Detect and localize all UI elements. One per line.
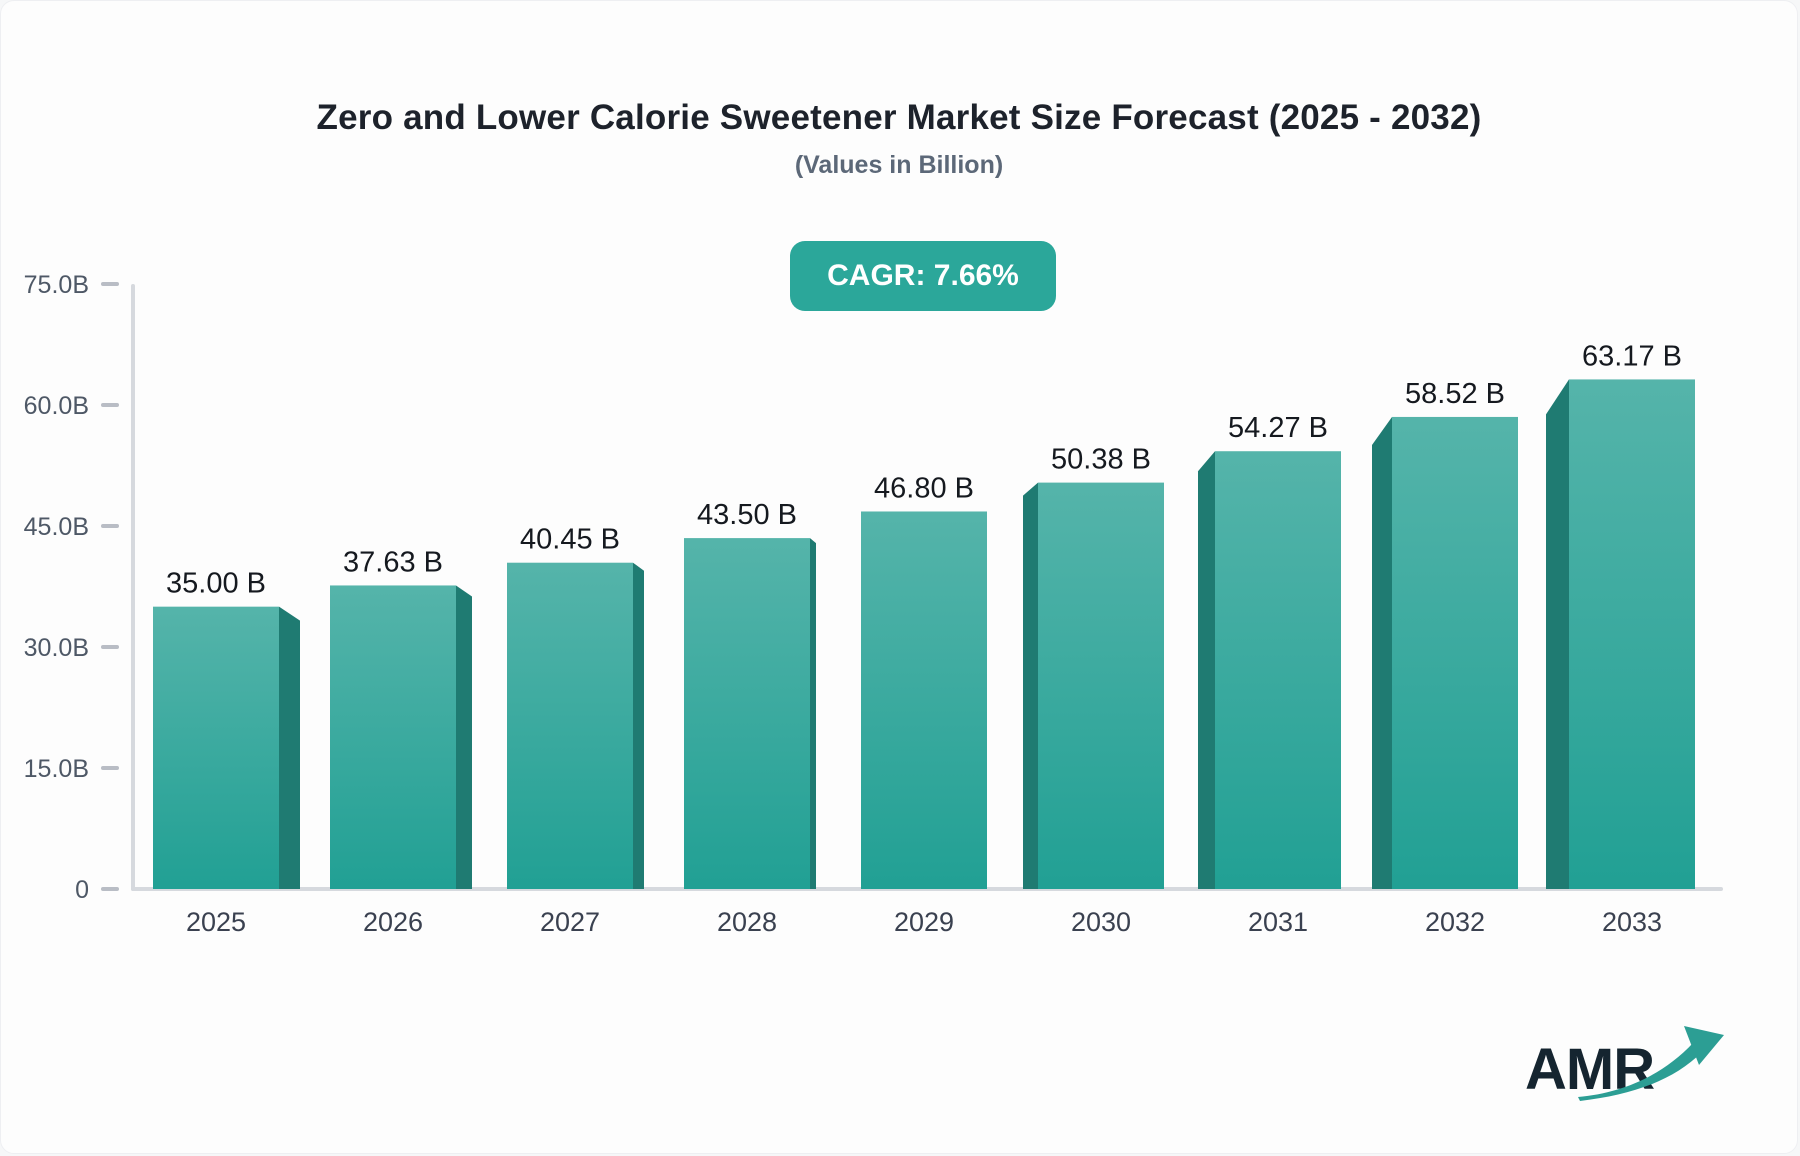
bar-2030 <box>1038 482 1164 889</box>
bar-side-2025 <box>279 606 300 889</box>
y-axis-tick-label: 45.0B <box>24 513 89 541</box>
y-axis-tick <box>101 645 119 649</box>
x-axis-label: 2028 <box>717 907 777 937</box>
x-axis-label: 2031 <box>1248 907 1308 937</box>
bar-2029 <box>861 511 987 889</box>
x-axis-label: 2026 <box>363 907 423 937</box>
x-axis-label: 2029 <box>894 907 954 937</box>
y-axis-tick-label: 30.0B <box>24 634 89 662</box>
cagr-badge: CAGR: 7.66% <box>790 241 1056 311</box>
bar-side-2027 <box>633 562 644 889</box>
y-axis-tick <box>101 766 119 770</box>
bar-value-label: 46.80 B <box>874 472 974 504</box>
x-axis-label: 2032 <box>1425 907 1485 937</box>
bar-value-label: 54.27 B <box>1228 412 1328 444</box>
y-axis-tick-label: 0 <box>75 876 89 904</box>
bar-2033 <box>1569 379 1695 889</box>
bar-2027 <box>507 562 633 889</box>
bar-2026 <box>330 585 456 889</box>
bar-value-label: 35.00 B <box>166 568 266 600</box>
amr-logo-text: AMR <box>1525 1037 1654 1102</box>
amr-logo-arrowhead-icon <box>1684 1026 1724 1065</box>
y-axis-line <box>131 284 135 891</box>
bar-value-label: 58.52 B <box>1405 378 1505 410</box>
x-axis-label: 2027 <box>540 907 600 937</box>
x-axis-label: 2025 <box>186 907 246 937</box>
cagr-badge-label: CAGR: 7.66% <box>827 259 1019 292</box>
bar-value-label: 63.17 B <box>1582 340 1682 372</box>
bar-side-2031 <box>1198 451 1215 889</box>
bar-2028 <box>684 538 810 889</box>
bar-value-label: 40.45 B <box>520 524 620 556</box>
bar-side-2030 <box>1023 482 1038 889</box>
bar-side-2026 <box>456 585 472 889</box>
bar-2025 <box>153 606 279 889</box>
bar-side-2032 <box>1372 416 1392 889</box>
bar-side-2033 <box>1546 379 1569 889</box>
x-axis-label: 2033 <box>1602 907 1662 937</box>
y-axis-tick-label: 60.0B <box>24 392 89 420</box>
bar-2031 <box>1215 451 1341 889</box>
bar-value-label: 37.63 B <box>343 546 443 578</box>
y-axis-tick <box>101 282 119 286</box>
y-axis-tick <box>101 403 119 407</box>
y-axis-tick-label: 15.0B <box>24 755 89 783</box>
y-axis-tick <box>101 887 119 891</box>
bar-value-label: 43.50 B <box>697 499 797 531</box>
amr-logo-arrow-swoosh-icon <box>1578 1043 1702 1101</box>
y-axis-tick-label: 75.0B <box>24 271 89 299</box>
amr-logo: AMR <box>1525 1026 1724 1102</box>
bar-side-2028 <box>810 538 816 889</box>
y-axis-tick <box>101 524 119 528</box>
x-axis-label: 2030 <box>1071 907 1131 937</box>
bar-value-label: 50.38 B <box>1051 444 1151 476</box>
chart-subtitle: (Values in Billion) <box>794 151 1004 179</box>
chart-title: Zero and Lower Calorie Sweetener Market … <box>316 98 1482 137</box>
bar-2032 <box>1392 416 1518 889</box>
